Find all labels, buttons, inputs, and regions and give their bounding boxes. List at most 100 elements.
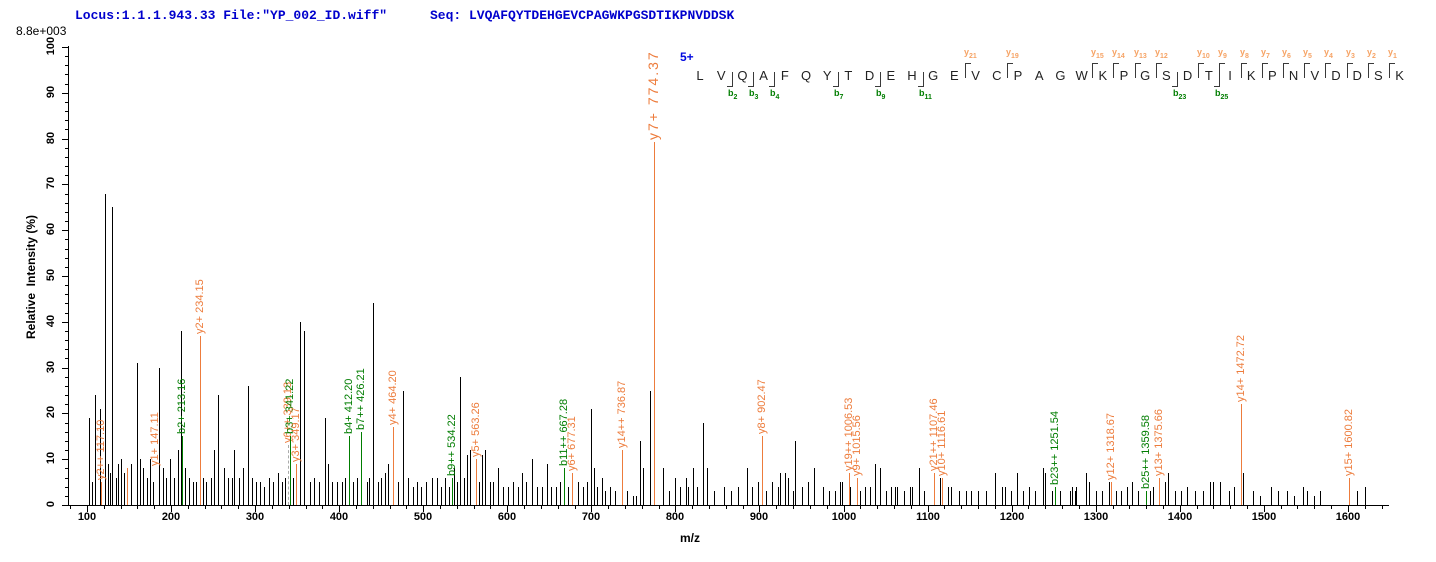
sequence-residue: N (1288, 68, 1299, 83)
x-minor-tick (1062, 506, 1063, 509)
ion-letter: b (770, 88, 776, 98)
y-minor-tick (65, 303, 68, 304)
sequence-residue: P (1013, 68, 1023, 83)
unassigned-peak (108, 464, 109, 505)
y-ion-peak (101, 482, 102, 505)
ion-letter: b (1173, 88, 1179, 98)
x-tick-label: 1300 (1083, 511, 1109, 523)
unassigned-peak (1005, 487, 1006, 505)
intensity-scale-label: 8.8e+003 (16, 24, 67, 38)
unassigned-peak (880, 468, 881, 505)
y-tick-label: 20 (45, 405, 57, 419)
y-ion-peak-label: y6+ 677.31 (566, 416, 578, 471)
unassigned-peak (532, 459, 533, 505)
ion-letter: b (1215, 88, 1221, 98)
x-major-tick (928, 506, 929, 512)
b-ion-peak-label: b25++ 1359.58 (1140, 414, 1152, 489)
y-ion-peak-label: y14++ 736.87 (616, 380, 628, 448)
unassigned-peak (256, 482, 257, 505)
x-minor-tick (373, 506, 374, 509)
x-minor-tick (457, 506, 458, 509)
y-ion-peak (934, 473, 935, 505)
y-minor-tick (65, 478, 68, 479)
y-ion-cleavage-marker (1262, 63, 1268, 78)
x-minor-tick (289, 506, 290, 509)
unassigned-peak (417, 482, 418, 505)
unassigned-peak (1153, 487, 1154, 505)
unassigned-peak (467, 455, 468, 505)
unassigned-peak (1243, 473, 1244, 505)
ion-letter: b (919, 88, 925, 98)
y-ion-peak (1241, 404, 1242, 505)
unassigned-peak (369, 478, 370, 505)
sequence-residue: I (1228, 68, 1232, 83)
y-ion-peak (572, 473, 573, 505)
b-ion-cleavage-marker (875, 72, 881, 87)
y-minor-tick (65, 358, 68, 359)
ion-number: 4 (1329, 52, 1333, 60)
y-ion-peak-label: y13+ 1375.66 (1153, 409, 1165, 476)
unassigned-peak (228, 478, 229, 505)
b-ion-peak-label: b9++ 534.22 (446, 414, 458, 476)
x-minor-tick (1365, 506, 1366, 509)
unassigned-peak (1060, 491, 1061, 505)
x-minor-tick (793, 506, 794, 509)
x-minor-tick (1281, 506, 1282, 509)
unassigned-peak (260, 482, 261, 505)
unassigned-peak (940, 478, 941, 505)
unassigned-peak (766, 491, 767, 505)
unassigned-peak (196, 482, 197, 505)
b-ion-cleavage-marker (833, 72, 839, 87)
unassigned-peak (147, 478, 148, 505)
unassigned-peak (1052, 491, 1053, 505)
unassigned-peak (325, 418, 326, 505)
unassigned-peak (808, 482, 809, 505)
unassigned-peak (526, 482, 527, 505)
x-minor-tick (541, 506, 542, 509)
unassigned-peak (663, 468, 664, 505)
y-ion-peak (762, 436, 763, 505)
unassigned-peak (865, 487, 866, 505)
y-major-tick (62, 505, 68, 506)
x-minor-tick (1146, 506, 1147, 509)
x-tick-label: 500 (413, 511, 433, 523)
ion-letter: b (876, 88, 882, 98)
y-ion-cleavage-marker (1241, 63, 1247, 78)
unassigned-peak (408, 478, 409, 505)
ion-number: 4 (775, 93, 780, 101)
ion-number: 25 (1220, 93, 1229, 101)
sequence-residue: Q (800, 68, 812, 83)
unassigned-peak (1070, 491, 1071, 505)
ion-letter: y (1134, 47, 1140, 57)
ion-number: 3 (754, 93, 759, 101)
unassigned-peak (752, 487, 753, 505)
unassigned-peak (373, 303, 374, 505)
y-ion-sequence-label: y9 (1218, 47, 1227, 60)
unassigned-peak (131, 464, 132, 505)
unassigned-peak (437, 478, 438, 505)
x-tick-label: 900 (749, 511, 769, 523)
ion-number: 10 (1202, 52, 1210, 60)
x-tick-label: 1200 (999, 511, 1025, 523)
y-minor-tick (65, 166, 68, 167)
unassigned-peak (568, 487, 569, 505)
unassigned-peak (1314, 496, 1315, 505)
unassigned-peak (300, 322, 301, 505)
ion-number: 5 (1308, 52, 1312, 60)
unassigned-peak (747, 468, 748, 505)
y-minor-tick (65, 194, 68, 195)
unassigned-peak (1213, 482, 1214, 505)
unassigned-peak (342, 482, 343, 505)
ion-number: 8 (1245, 52, 1249, 60)
unassigned-peak (1303, 487, 1304, 505)
unassigned-peak (785, 473, 786, 505)
unassigned-peak (924, 491, 925, 505)
x-minor-tick (776, 506, 777, 509)
y-ion-cleavage-marker (1219, 63, 1225, 78)
sequence-residue: W (1075, 68, 1088, 83)
unassigned-peak (578, 482, 579, 505)
x-minor-tick (356, 506, 357, 509)
x-minor-tick (221, 506, 222, 509)
unassigned-peak (353, 482, 354, 505)
unassigned-peak (650, 391, 651, 505)
